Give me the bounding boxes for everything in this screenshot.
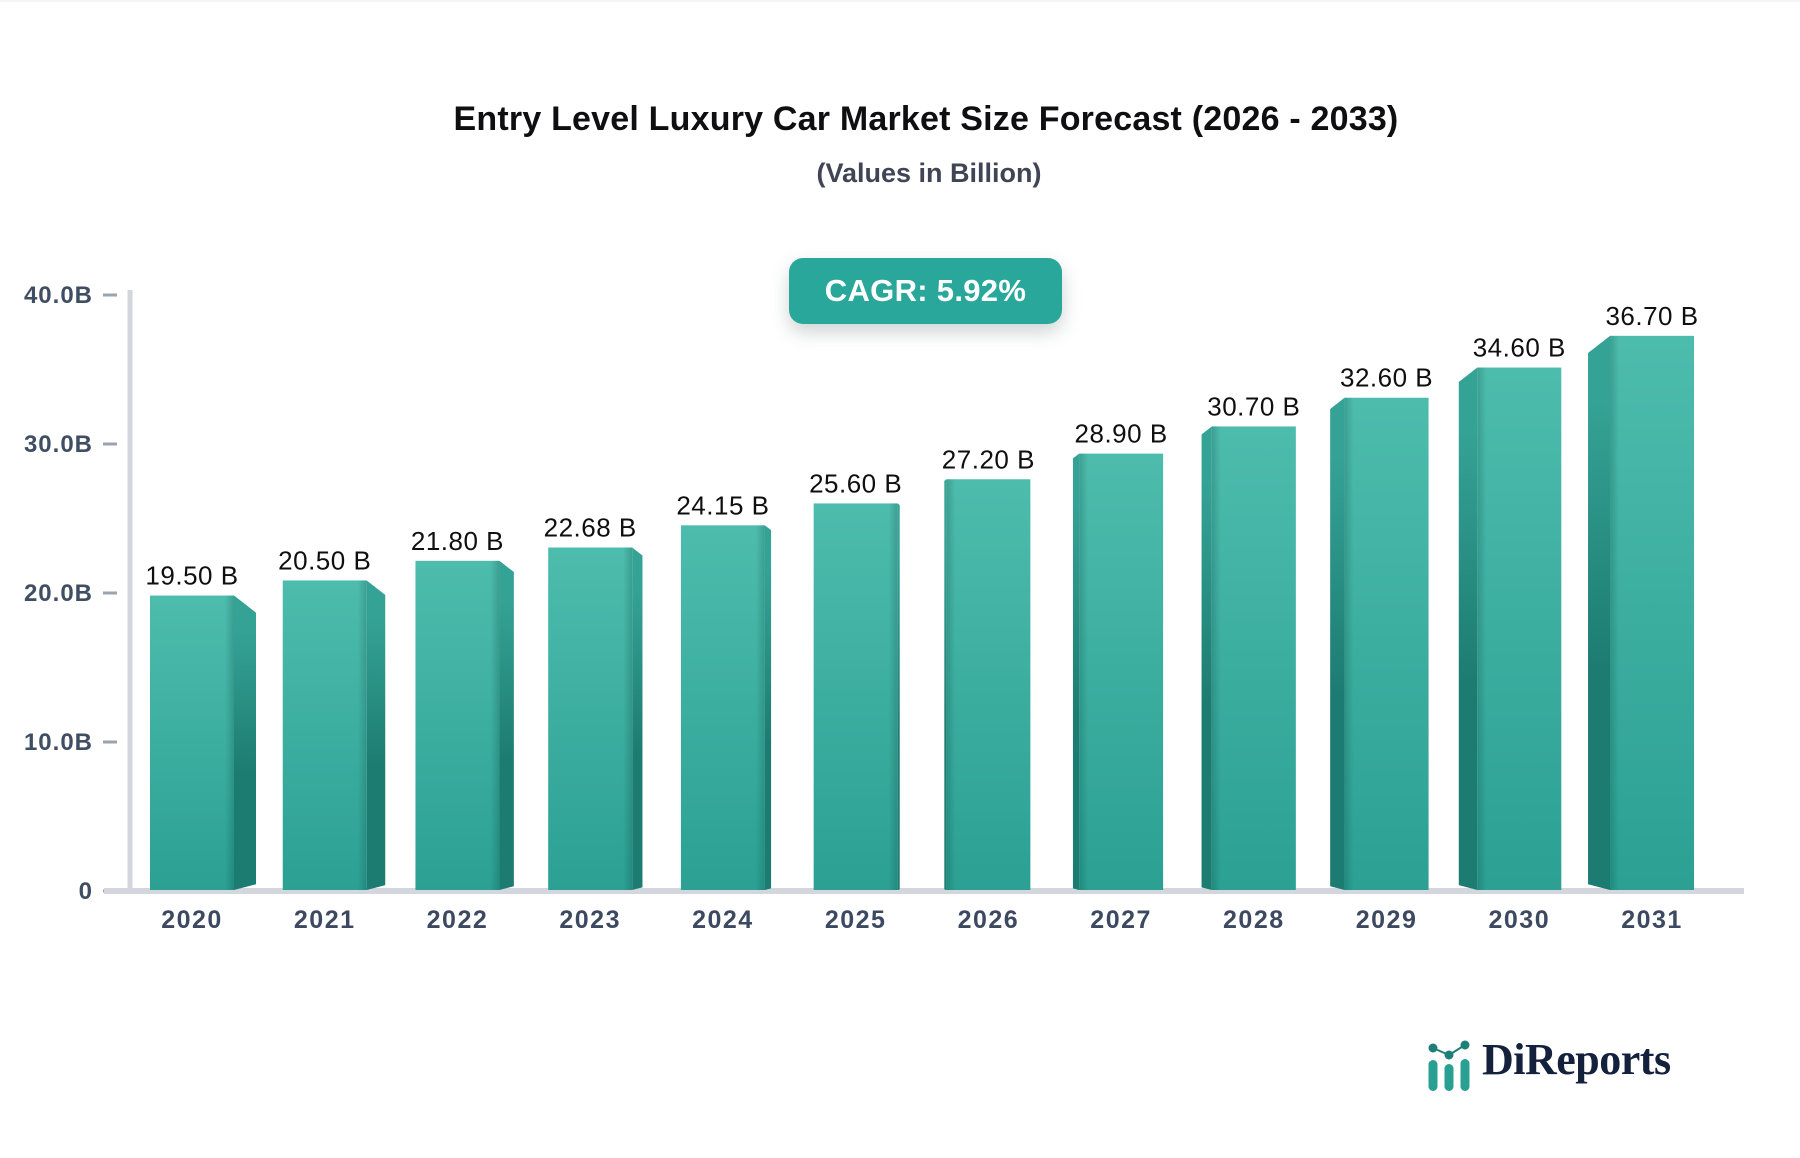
y-axis-label: 10.0B	[24, 729, 93, 756]
bar-side-face	[944, 479, 947, 890]
cagr-badge: CAGR: 5.92%	[789, 258, 1062, 324]
direports-logo: DiReports	[1428, 1034, 1671, 1094]
logo-trend-dot	[1444, 1050, 1454, 1060]
bar-edge-shade	[1079, 453, 1089, 890]
bar-value-label: 30.70 B	[1207, 391, 1300, 421]
bar-side-face	[1330, 397, 1345, 890]
bar-2022[interactable]: 21.80 B	[411, 526, 514, 890]
bar-value-label: 25.60 B	[809, 468, 902, 498]
bar-2031[interactable]: 36.70 B	[1588, 301, 1699, 891]
bar-edge-shade	[946, 479, 956, 890]
page-subtitle: (Values in Billion)	[816, 158, 1042, 188]
bar-side-face	[1588, 335, 1611, 891]
bar-2030[interactable]: 34.60 B	[1458, 333, 1566, 890]
bar-2024[interactable]: 24.15 B	[676, 490, 772, 890]
bar-front-face	[282, 580, 367, 890]
x-axis-label: 2031	[1621, 906, 1683, 934]
y-axis-label: 0	[79, 878, 93, 905]
bar-2027[interactable]: 28.90 B	[1072, 419, 1168, 890]
bar-value-label: 32.60 B	[1340, 363, 1433, 393]
bar-front-face	[1477, 367, 1562, 890]
y-axis-label: 20.0B	[24, 580, 93, 607]
bar-front-face	[548, 547, 633, 890]
bar-value-label: 34.60 B	[1473, 333, 1566, 363]
x-axis-label: 2020	[161, 906, 223, 934]
bar-side-face	[764, 525, 772, 890]
bar-edge-shade	[357, 580, 367, 890]
x-axis-label: 2022	[427, 906, 489, 934]
bar-side-face	[1201, 426, 1212, 890]
bar-edge-shade	[1610, 335, 1620, 891]
bar-2029[interactable]: 32.60 B	[1330, 363, 1433, 890]
bar-edge-shade	[490, 560, 500, 890]
bar-2021[interactable]: 20.50 B	[278, 545, 386, 890]
bar-2025[interactable]: 25.60 B	[809, 468, 902, 890]
x-axis-label: 2026	[958, 906, 1020, 934]
bar-edge-shade	[1211, 426, 1221, 890]
logo-trend-dot	[1460, 1040, 1470, 1050]
x-axis-label: 2029	[1356, 906, 1418, 934]
x-axis-label: 2024	[692, 906, 754, 934]
bar-front-face	[415, 560, 500, 890]
bar-side-face	[632, 547, 643, 890]
bar-front-face	[946, 479, 1031, 890]
bar-edge-shade	[623, 547, 633, 890]
logo-trend-dot	[1428, 1043, 1438, 1053]
bar-front-face	[1610, 335, 1695, 891]
bar-value-label: 28.90 B	[1075, 419, 1168, 449]
bar-side-face	[499, 560, 514, 890]
bar-side-face	[366, 580, 386, 890]
bar-side-face	[1458, 367, 1478, 890]
bar-value-label: 36.70 B	[1605, 301, 1698, 331]
bar-side-face	[1072, 453, 1080, 890]
y-axis-label: 30.0B	[24, 431, 93, 458]
bar-edge-shade	[1344, 397, 1354, 890]
mini-bar-line-chart-icon	[1428, 1040, 1470, 1091]
page-title: Entry Level Luxury Car Market Size Forec…	[453, 100, 1399, 138]
bar-value-label: 21.80 B	[411, 526, 504, 556]
x-axis-label: 2028	[1223, 906, 1285, 934]
x-axis-label: 2027	[1090, 906, 1152, 934]
bar-value-label: 24.15 B	[676, 490, 769, 520]
bar-edge-shade	[225, 595, 234, 890]
bar-2026[interactable]: 27.20 B	[942, 444, 1035, 890]
bar-front-face	[813, 503, 898, 890]
bar-front-face	[1079, 453, 1164, 890]
bar-edge-shade	[1477, 367, 1487, 890]
bar-edge-shade	[888, 503, 898, 890]
bar-front-face	[150, 595, 234, 890]
bar-side-face	[234, 595, 256, 890]
bar-2023[interactable]: 22.68 B	[544, 513, 643, 890]
bar-value-label: 27.20 B	[942, 444, 1035, 474]
logo-text: DiReports	[1482, 1035, 1671, 1084]
logo-bar	[1428, 1060, 1438, 1091]
x-axis-label: 2025	[825, 906, 887, 934]
x-axis-label: 2021	[294, 906, 356, 934]
bar-value-label: 19.50 B	[145, 561, 238, 591]
logo-bar	[1444, 1064, 1454, 1091]
bar-front-face	[1344, 397, 1429, 890]
bar-value-label: 20.50 B	[278, 545, 371, 575]
bar-2028[interactable]: 30.70 B	[1201, 391, 1301, 890]
logo-bar	[1460, 1059, 1470, 1091]
bar-side-face	[897, 503, 900, 890]
y-axis-label: 40.0B	[24, 282, 93, 309]
bar-value-label: 22.68 B	[544, 513, 637, 543]
bar-edge-shade	[755, 525, 765, 890]
x-axis-label: 2023	[559, 906, 621, 934]
x-axis-label: 2030	[1488, 906, 1550, 934]
bar-front-face	[1211, 426, 1296, 890]
bar-2020[interactable]: 19.50 B	[145, 561, 256, 890]
bar-front-face	[680, 525, 765, 890]
